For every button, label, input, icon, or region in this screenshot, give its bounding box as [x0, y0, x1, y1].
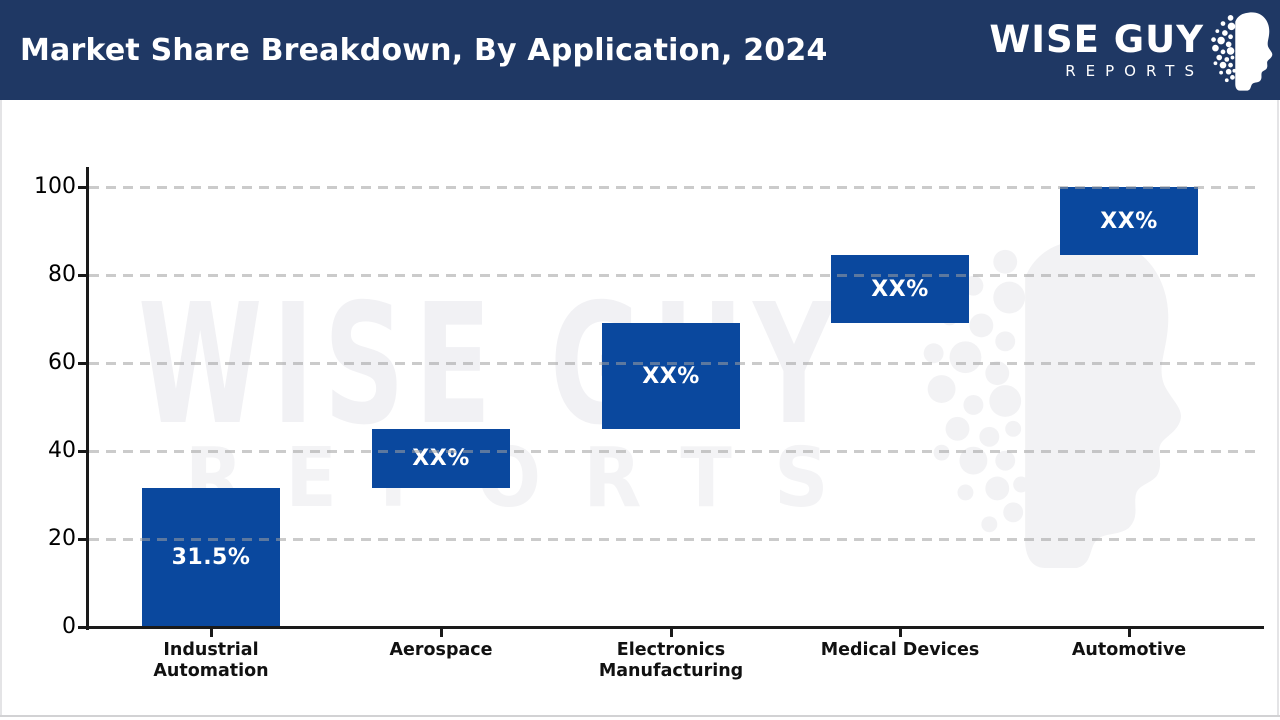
y-tick-label-80: 80 — [48, 262, 76, 287]
waterfall-bar-medical-devices: XX% — [831, 255, 969, 324]
dotted-head-icon — [1211, 12, 1273, 91]
y-tick-label-0: 0 — [62, 614, 76, 639]
y-axis-line — [86, 167, 89, 630]
x-tick-label-aerospace: Aerospace — [389, 640, 493, 660]
y-tick-100 — [78, 186, 86, 189]
x-tick-label-electronics-manufacturing: Electronics Manufacturing — [598, 640, 744, 681]
gridline-40 — [89, 449, 1256, 453]
bar-value-label: 31.5% — [171, 545, 251, 571]
x-tick-label-automotive: Automotive — [1071, 640, 1187, 660]
y-tick-label-100: 100 — [34, 174, 76, 199]
frame-left-border — [0, 100, 2, 717]
y-tick-20 — [78, 538, 86, 541]
y-tick-label-60: 60 — [48, 350, 76, 375]
y-tick-label-20: 20 — [48, 526, 76, 551]
y-tick-60 — [78, 362, 86, 365]
logo-text: WISE GUY REPORTS — [989, 21, 1204, 80]
gridline-100 — [89, 185, 1256, 189]
x-tick-label-medical-devices: Medical Devices — [820, 640, 980, 660]
x-tick-1 — [210, 629, 213, 637]
wise-guy-reports-logo: WISE GUY REPORTS — [989, 8, 1274, 92]
gridline-60 — [89, 361, 1256, 365]
frame-right-border — [1277, 100, 1279, 717]
chart-title: Market Share Breakdown, By Application, … — [20, 32, 828, 68]
waterfall-bar-electronics-manufacturing: XX% — [602, 323, 740, 429]
watermark-head-icon — [923, 238, 1182, 569]
bar-value-label: XX% — [1100, 208, 1158, 234]
bar-value-label: XX% — [871, 276, 929, 302]
frame-bottom-border — [0, 715, 1280, 717]
x-tick-5 — [1128, 629, 1131, 637]
x-tick-label-industrial-automation: Industrial Automation — [153, 640, 269, 681]
logo-subtitle: REPORTS — [1065, 61, 1204, 80]
x-tick-4 — [899, 629, 902, 637]
bar-value-label: XX% — [642, 363, 700, 389]
y-tick-label-40: 40 — [48, 438, 76, 463]
gridline-80 — [89, 273, 1256, 277]
x-axis-line — [86, 626, 1264, 629]
x-tick-3 — [670, 629, 673, 637]
y-tick-80 — [78, 274, 86, 277]
waterfall-bar-automotive: XX% — [1060, 187, 1198, 256]
waterfall-bar-industrial-automation: 31.5% — [142, 488, 280, 627]
x-tick-2 — [440, 629, 443, 637]
gridline-20 — [89, 537, 1256, 541]
y-tick-40 — [78, 450, 86, 453]
header-bar: Market Share Breakdown, By Application, … — [0, 0, 1280, 100]
y-tick-0 — [78, 626, 86, 629]
waterfall-bar-aerospace: XX% — [372, 429, 510, 489]
logo-wordmark: WISE GUY — [989, 17, 1204, 61]
